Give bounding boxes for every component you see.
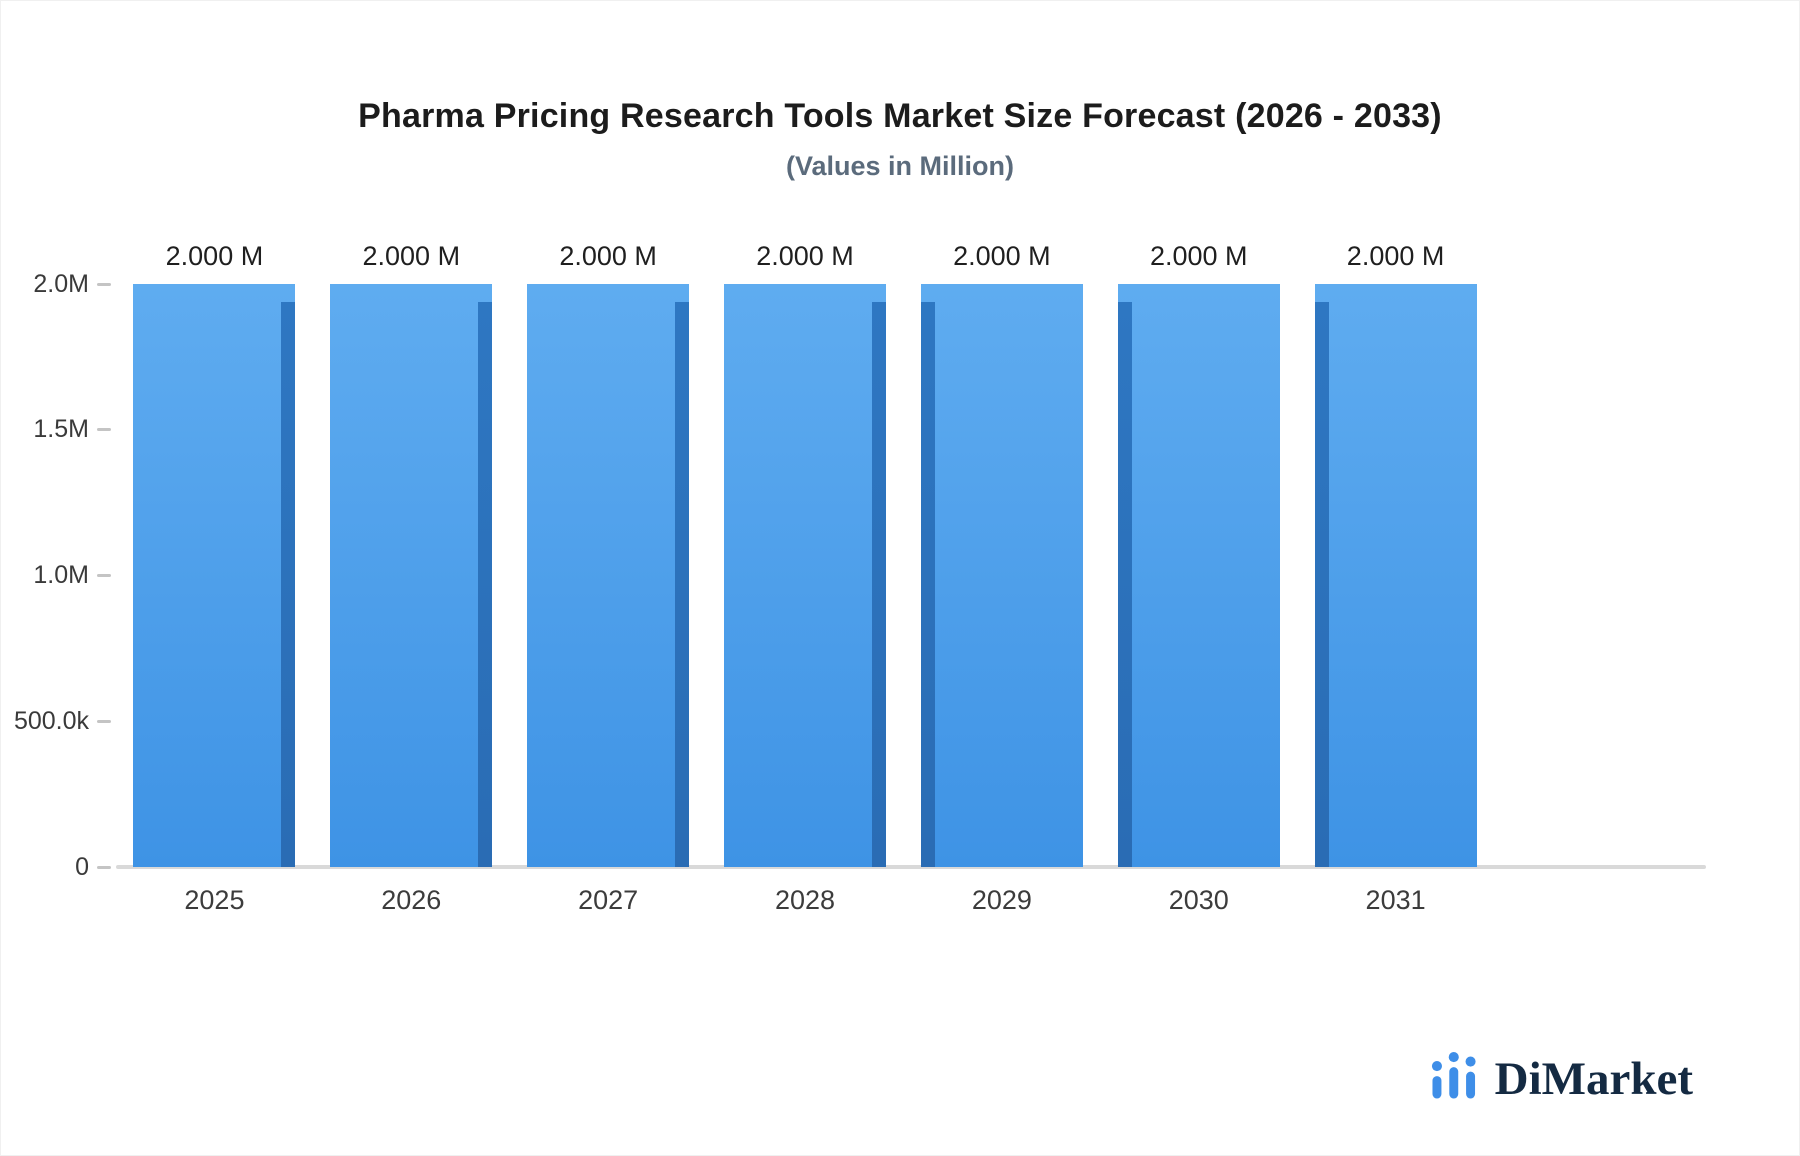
bar-slot: 2.000 M [1297,241,1494,867]
x-tick-label: 2030 [1168,885,1229,915]
y-tick: 2.0M [1,269,111,299]
x-tick-label: 2029 [971,885,1032,915]
bar-chart-logo-icon [1431,1052,1476,1099]
y-tick-mark [97,282,111,286]
y-tick-label: 500.0k [13,706,89,735]
bar-3d-side [478,302,493,867]
y-tick-label: 0 [75,852,89,881]
y-tick: 1.5M [1,415,111,445]
x-tick-label: 2026 [381,885,442,915]
y-tick-mark [97,719,111,723]
bar [1314,284,1477,867]
bar-value-label: 2.000 M [165,241,264,271]
bar-value-label: 2.000 M [362,241,461,271]
bar-3d-side [675,302,690,867]
y-tick-label: 1.0M [33,561,89,589]
bar-slot: 2.000 M [707,241,904,867]
x-tick-label: 2027 [578,885,639,915]
bar [1117,284,1280,867]
y-tick: 0 [1,852,111,882]
bars: 2.000 M 2.000 M 2.000 M 2.000 M 2.000 M 2.000… [116,241,1494,867]
watermark-logo: DiMarket [1429,1047,1693,1103]
bar-3d-side [1117,302,1132,867]
x-axis-line [116,865,1706,869]
x-axis-labels: 2025 2026 2027 2028 2029 2030 2031 [116,885,1494,916]
x-tick-label: 2031 [1365,885,1426,915]
bar-slot: 2.000 M [903,241,1100,867]
bar-value-label: 2.000 M [1149,241,1248,271]
y-tick: 500.0k [1,706,111,736]
bar-slot: 2.000 M [1100,241,1297,867]
bar-3d-side [1314,302,1329,867]
bar-slot: 2.000 M [510,241,707,867]
logo-text: DiMarket [1494,1053,1693,1105]
bar-3d-side [920,302,935,867]
y-tick-mark [97,865,111,869]
y-tick-mark [97,428,111,432]
y-tick-label: 2.0M [33,269,89,298]
plot-area [116,284,1706,869]
y-tick: 1.0M [1,561,111,591]
bar [724,284,886,867]
bar-3d-side [872,302,886,867]
y-axis: 2.0M 1.5M 1.0M 500.0k 0 [1,270,111,881]
bar [527,284,690,867]
bar-3d-side [281,302,296,867]
y-tick-mark [97,574,111,577]
bar [920,284,1083,867]
chart-title: Pharma Pricing Research Tools Market Siz… [358,97,1442,135]
bar-slot: 2.000 M [116,241,313,867]
bar-value-label: 2.000 M [756,241,854,271]
bar [133,284,296,867]
bar-value-label: 2.000 M [559,241,657,271]
bar-slot: 2.000 M [313,241,510,867]
bar [330,284,493,867]
chart-subtitle: (Values in Million) [785,151,1015,181]
y-tick-label: 1.5M [33,415,89,444]
bar-value-label: 2.000 M [953,241,1051,271]
x-tick-label: 2028 [774,885,836,915]
x-tick-label: 2025 [184,885,245,915]
bar-value-label: 2.000 M [1346,241,1445,271]
